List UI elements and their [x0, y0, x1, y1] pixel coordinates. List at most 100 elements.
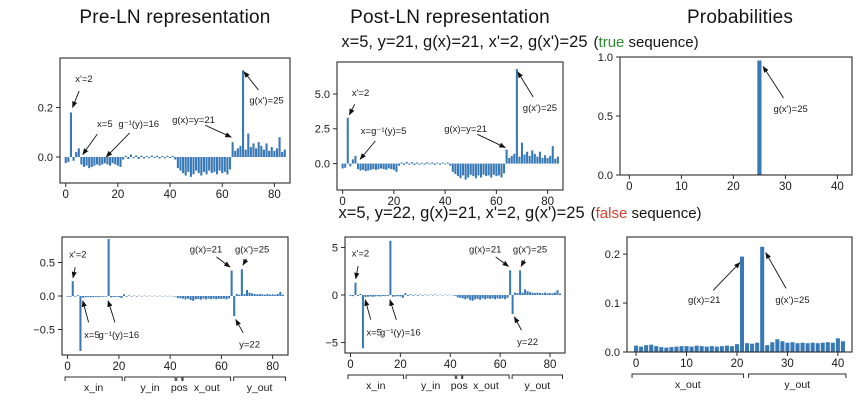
paren-open: (: [593, 34, 599, 51]
bar: [179, 296, 182, 299]
annotation-arrow: [105, 132, 130, 158]
bar: [192, 157, 195, 175]
paren-open: (: [590, 205, 596, 222]
bar: [262, 149, 265, 158]
bar: [234, 150, 237, 158]
bar: [446, 162, 449, 164]
y-tick-label: 5: [332, 242, 338, 254]
x-tick-label: 80: [266, 361, 279, 373]
bar: [384, 295, 387, 297]
x-tick-label: 0: [339, 196, 345, 208]
prob-true-plot: 0.0 0.5 1.0 0 10 20 30 40 g(x')=25: [598, 52, 853, 193]
annotation-arrow: [82, 133, 98, 155]
bar: [76, 295, 79, 296]
bar: [526, 291, 529, 295]
bar: [760, 246, 765, 352]
bar: [503, 163, 506, 174]
bar: [523, 154, 526, 164]
bar: [464, 295, 467, 300]
bar: [181, 296, 184, 299]
bar: [125, 296, 128, 297]
bar: [426, 162, 429, 164]
sequence-label: (false sequence): [591, 205, 702, 222]
bar: [218, 157, 221, 171]
bar: [260, 145, 263, 158]
bar: [374, 163, 377, 170]
bar: [66, 296, 69, 297]
bar: [163, 157, 166, 159]
bar: [409, 294, 412, 295]
bar: [233, 296, 236, 317]
y-tick-label: −5: [325, 337, 338, 349]
bar: [71, 281, 74, 296]
bar: [396, 295, 399, 297]
bar: [649, 344, 654, 352]
bar: [67, 157, 70, 162]
bar: [128, 295, 131, 296]
bar: [745, 343, 750, 352]
bar: [405, 161, 408, 164]
bar: [456, 295, 459, 298]
bar: [400, 162, 403, 164]
annotation-text: g(x')=25: [775, 295, 809, 306]
bar: [122, 157, 125, 160]
row-title-true-sequence: x=5, y=21, g(x)=21, x'=2, g(x')=25 (true …: [295, 33, 745, 52]
bar: [187, 157, 190, 172]
bar: [101, 157, 104, 165]
bar: [129, 154, 132, 158]
bar: [456, 163, 459, 177]
bar: [495, 163, 498, 177]
bar: [84, 296, 87, 298]
bar: [510, 155, 513, 164]
x-tick-label: 60: [216, 189, 229, 201]
bar: [278, 137, 281, 158]
group-label: y_out: [247, 382, 273, 394]
bar: [210, 296, 213, 300]
bar: [479, 295, 482, 300]
x-tick-label: 40: [831, 181, 844, 193]
bar: [268, 150, 271, 158]
x-tick-label: 80: [268, 189, 281, 201]
bar: [541, 293, 544, 295]
annotation-text: x=5: [84, 330, 100, 341]
bar: [659, 347, 664, 352]
bar: [87, 296, 90, 298]
annotation-arrow: [72, 90, 80, 108]
bar: [544, 155, 547, 164]
bar: [380, 163, 383, 169]
bar: [231, 142, 234, 158]
bar: [399, 295, 402, 297]
chart-post-ln-true: 0.0 2.5 5.0 0 20 40 60 80 x'=2 x=g⁻¹(y)=5 g(x)=y=2…: [280, 52, 572, 215]
bar: [805, 343, 810, 352]
bar: [394, 295, 397, 297]
bar: [536, 156, 539, 164]
bar: [247, 133, 250, 158]
bar: [492, 163, 495, 175]
bar: [397, 163, 401, 166]
plot-box: [626, 236, 853, 353]
bar: [202, 296, 205, 299]
bar: [238, 294, 241, 296]
bar: [174, 296, 177, 297]
bar: [500, 163, 503, 178]
bar: [382, 163, 385, 170]
bar: [486, 295, 489, 299]
annotation-arrow: [495, 256, 510, 267]
bar: [64, 157, 67, 164]
bar: [361, 295, 364, 349]
x-tick-label: 0: [347, 359, 353, 371]
bar: [491, 295, 494, 299]
bar: [354, 155, 357, 164]
annotation-arrow: [235, 319, 244, 334]
bar: [266, 293, 269, 296]
annotation-arrow: [359, 140, 376, 160]
bar: [487, 163, 490, 176]
bar: [740, 256, 745, 352]
bar: [414, 294, 417, 295]
annotation-arrow: [477, 133, 506, 148]
annotation-arrow: [243, 71, 259, 91]
bar: [210, 157, 213, 174]
annotation-arrow: [513, 316, 522, 331]
bar: [222, 296, 225, 299]
